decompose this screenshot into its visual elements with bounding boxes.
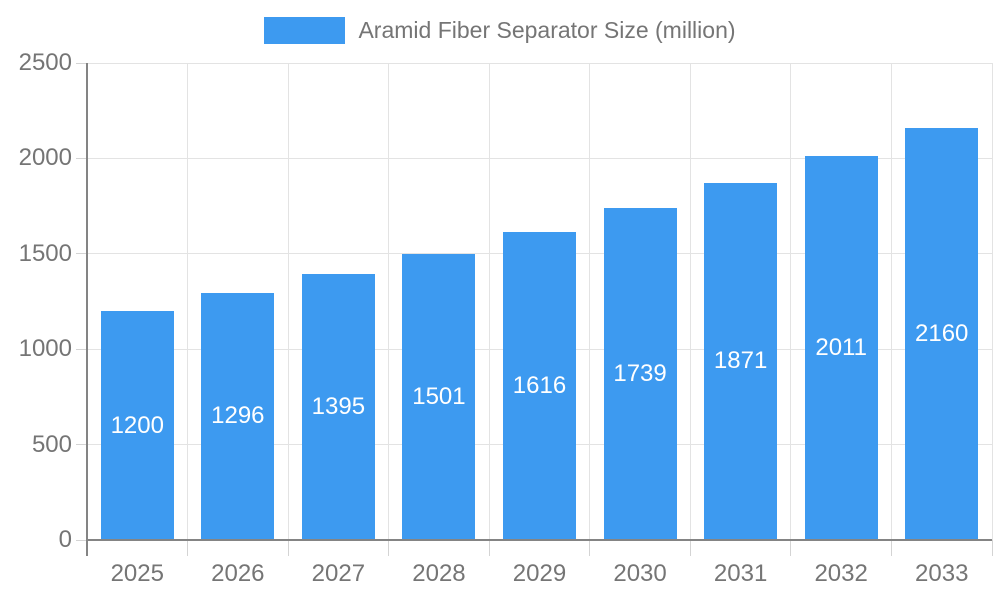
legend-label: Aramid Fiber Separator Size (million)	[358, 17, 736, 43]
y-tick-label: 1500	[18, 239, 72, 267]
x-tick-label: 2026	[211, 560, 265, 587]
y-tick	[76, 444, 87, 446]
bar-2026[interactable]: 1296	[201, 292, 275, 540]
gridline-horizontal	[87, 62, 992, 64]
legend[interactable]: Aramid Fiber Separator Size (million)	[0, 16, 1000, 45]
gridline-vertical	[187, 63, 189, 540]
legend-swatch	[264, 17, 346, 44]
bar-value-label: 2160	[915, 319, 969, 347]
bar-value-label: 1200	[110, 411, 164, 439]
gridline-vertical	[589, 63, 591, 540]
y-tick	[76, 539, 87, 541]
gridline-vertical	[790, 63, 792, 540]
y-tick-label: 0	[58, 526, 72, 553]
x-tick	[991, 540, 993, 556]
bar-2030[interactable]: 1739	[603, 208, 677, 540]
bar-value-label: 1616	[512, 371, 567, 399]
bar-2029[interactable]: 1616	[503, 231, 576, 540]
bar-value-label: 1501	[412, 382, 466, 410]
gridline-vertical	[388, 63, 390, 540]
bar-2033[interactable]: 2160	[905, 127, 979, 540]
x-tick	[388, 540, 390, 556]
bar-value-label: 2011	[815, 334, 867, 362]
bar-2028[interactable]: 1501	[402, 253, 476, 540]
y-tick	[76, 157, 87, 159]
gridline-vertical	[287, 63, 289, 540]
x-tick-label: 2029	[512, 560, 567, 587]
y-tick-label: 2000	[18, 144, 72, 172]
gridline-horizontal	[87, 157, 992, 159]
y-tick-label: 500	[31, 430, 72, 458]
x-tick-label: 2033	[915, 560, 969, 587]
bar-2031[interactable]: 1871	[704, 183, 778, 540]
bar-2027[interactable]: 1395	[301, 273, 375, 540]
bar-2032[interactable]: 2011	[804, 156, 878, 540]
y-tick	[76, 253, 87, 255]
y-tick-label: 2500	[18, 49, 72, 76]
x-tick	[488, 540, 490, 556]
x-tick	[287, 540, 289, 556]
x-axis-line	[87, 539, 992, 541]
y-tick-label: 1000	[18, 335, 72, 363]
x-tick	[187, 540, 189, 556]
x-tick-label: 2032	[814, 560, 868, 587]
x-tick	[689, 540, 691, 556]
gridline-vertical	[689, 63, 691, 540]
x-tick	[790, 540, 792, 556]
x-tick-label: 2027	[311, 560, 366, 587]
gridline-vertical	[890, 63, 892, 540]
y-axis-line	[86, 63, 88, 556]
gridline-vertical	[488, 63, 490, 540]
x-tick	[589, 540, 591, 556]
y-tick	[76, 348, 87, 350]
gridline-vertical	[991, 63, 993, 540]
x-tick-label: 2031	[713, 560, 768, 587]
bar-value-label: 1395	[311, 392, 366, 420]
bar-value-label: 1871	[713, 347, 768, 375]
bar-2025[interactable]: 1200	[100, 311, 174, 540]
x-tick-label: 2028	[412, 560, 466, 587]
x-tick-label: 2025	[110, 560, 164, 587]
x-tick-label: 2030	[613, 560, 667, 587]
y-tick	[76, 62, 87, 64]
x-tick	[890, 540, 892, 556]
bar-value-label: 1739	[613, 360, 667, 388]
bar-value-label: 1296	[211, 402, 265, 430]
